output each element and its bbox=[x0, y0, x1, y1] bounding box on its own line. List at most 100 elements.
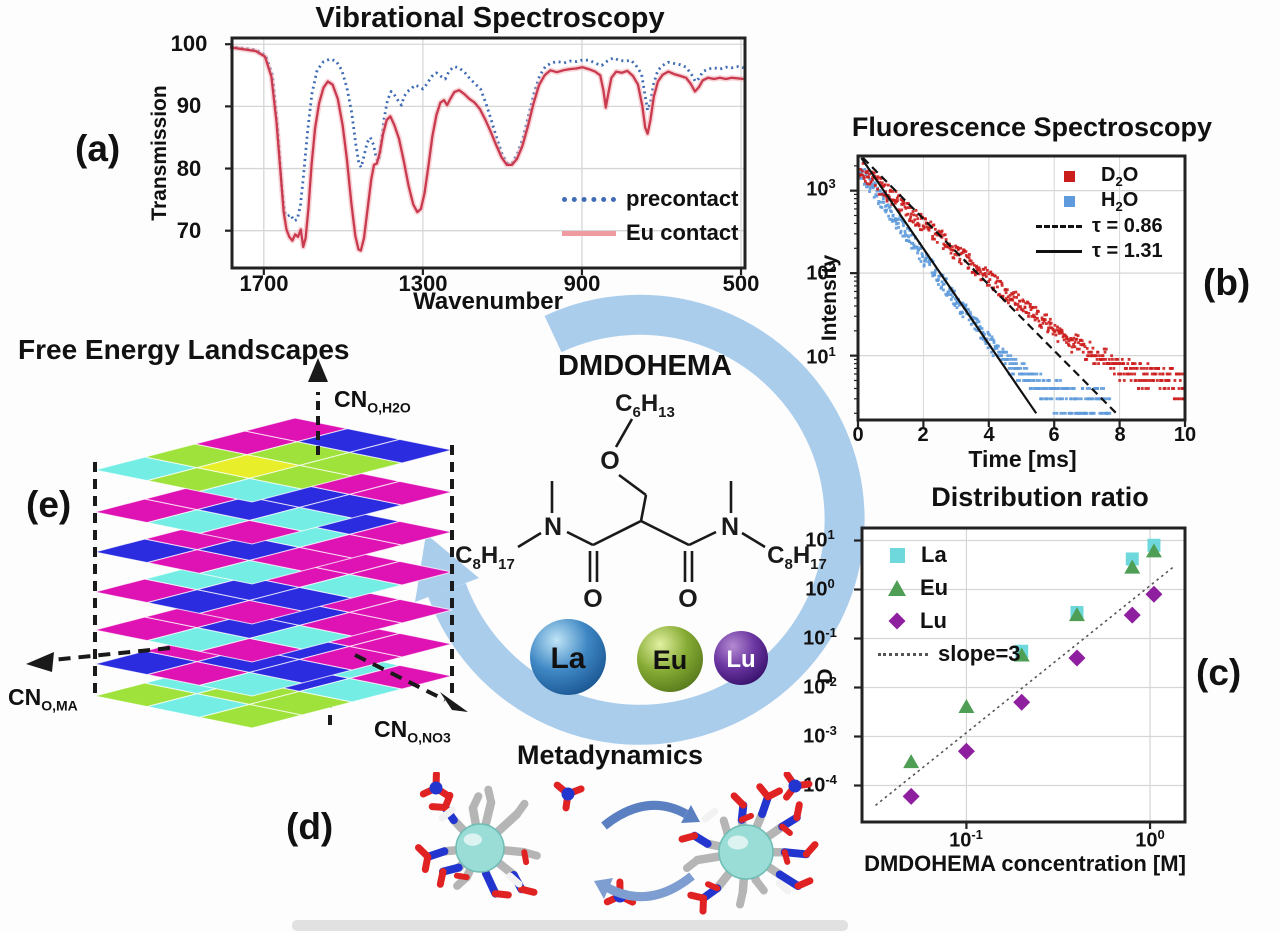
vibrational-spectroscopy-plot bbox=[225, 36, 747, 275]
panel-c-title: Distribution ratio bbox=[931, 482, 1149, 512]
a-xtick: 500 bbox=[722, 271, 760, 296]
panel-c-xlabel: DMDOHEMA concentration [M] bbox=[864, 851, 1186, 876]
b-xtick: 10 bbox=[1173, 424, 1197, 446]
b-legend-tau2: τ = 1.31 bbox=[1036, 238, 1163, 264]
c-legend-slope: slope=3 bbox=[878, 641, 1021, 667]
eu-label: Eu bbox=[920, 575, 949, 600]
chain-c6h13: C6H13 bbox=[615, 390, 675, 421]
c-legend-lu: Lu bbox=[884, 608, 947, 634]
eu-swatch bbox=[888, 580, 906, 596]
panel-a-xlabel: Wavenumber bbox=[413, 288, 563, 315]
landscape-sheet bbox=[94, 417, 453, 503]
axis-cn-ma: CNO,MA bbox=[8, 684, 78, 714]
panel-c-label: (c) bbox=[1196, 652, 1242, 693]
panel-b-title: Fluorescence Spectroscopy bbox=[851, 112, 1213, 142]
c-ytick: 10-4 bbox=[803, 772, 837, 797]
b-legend-d2o: D2O bbox=[1048, 163, 1138, 189]
carbonyl-oxygen-right: O bbox=[678, 585, 697, 613]
eu-sphere bbox=[637, 626, 703, 692]
b-ytick: 102 bbox=[806, 260, 836, 285]
tau1-label: τ = 0.86 bbox=[1092, 214, 1163, 237]
cycle-arrowhead bbox=[415, 534, 479, 602]
fluorescence-spectroscopy-plot bbox=[850, 154, 1187, 427]
dmdohema-title: DMDOHEMA bbox=[558, 350, 732, 382]
lu-label: Lu bbox=[920, 608, 947, 633]
bond-lines bbox=[517, 418, 766, 582]
nitrogen-left: N bbox=[544, 513, 562, 541]
c-ytick: 10-1 bbox=[803, 625, 837, 650]
series-lu bbox=[902, 585, 1163, 805]
a-ytick: 90 bbox=[176, 93, 202, 118]
axis-cn-h2o: CNO,H2O bbox=[334, 386, 411, 416]
slope-label: slope=3 bbox=[938, 641, 1021, 666]
c-legend-eu: Eu bbox=[884, 575, 948, 601]
a-legend-eu-contact: Eu contact bbox=[562, 220, 738, 246]
panel-b-label: (b) bbox=[1203, 262, 1251, 303]
la-ion-label: La bbox=[550, 642, 585, 675]
a-xtick: 900 bbox=[563, 271, 601, 296]
free-energy-landscape bbox=[26, 358, 468, 730]
molecular-cluster bbox=[678, 783, 819, 915]
solid-fit-swatch bbox=[1036, 249, 1082, 253]
exchange-arrows bbox=[594, 800, 700, 902]
axis-cn-no3: CNO,NO3 bbox=[374, 716, 451, 746]
tau2-label: τ = 1.31 bbox=[1092, 239, 1163, 262]
distribution-ratio-plot bbox=[854, 526, 1187, 829]
a-ytick: 100 bbox=[170, 31, 208, 56]
a-ytick: 80 bbox=[176, 156, 202, 181]
panel-e-title: Free Energy Landscapes bbox=[18, 334, 350, 365]
b-xtick: 4 bbox=[983, 424, 995, 446]
dmdohema-structure: C6H13 O O O N N C8H17 C8H17 bbox=[455, 390, 827, 613]
molecular-cluster bbox=[415, 785, 541, 899]
series-precontact bbox=[229, 45, 744, 223]
panel-a-title: Vibrational Spectroscopy bbox=[315, 2, 665, 34]
b-xtick: 6 bbox=[1048, 424, 1060, 446]
ether-oxygen: O bbox=[600, 447, 619, 475]
b-xtick: 0 bbox=[852, 424, 864, 446]
eu-contact-label: Eu contact bbox=[626, 220, 739, 245]
d2o-label: D2O bbox=[1101, 163, 1139, 189]
c-ytick: 100 bbox=[805, 576, 835, 601]
b-ytick: 101 bbox=[806, 344, 836, 369]
precontact-swatch bbox=[562, 196, 616, 202]
series-eu-contact bbox=[229, 44, 744, 254]
chain-c8h17-right: C8H17 bbox=[767, 542, 827, 573]
lanthanide-ions: La Eu Lu bbox=[530, 619, 768, 695]
nitrogen-right: N bbox=[721, 513, 739, 541]
bottom-shadow bbox=[292, 920, 848, 931]
panel-d-title: Metadynamics bbox=[516, 740, 704, 770]
c-ytick: 101 bbox=[805, 527, 835, 552]
chain-c8h17-left: C8H17 bbox=[455, 542, 515, 573]
h2o-swatch bbox=[1064, 195, 1075, 207]
metadynamics-molecules bbox=[415, 772, 819, 915]
a-xtick: 1300 bbox=[398, 271, 448, 296]
panel-a-label: (a) bbox=[75, 128, 121, 169]
slope-swatch bbox=[878, 652, 928, 656]
b-xtick: 2 bbox=[917, 424, 929, 446]
a-legend-precontact: precontact bbox=[562, 186, 738, 212]
c-ytick: 10-2 bbox=[803, 674, 837, 699]
c-legend-la: La bbox=[884, 542, 947, 568]
b-legend-tau1: τ = 0.86 bbox=[1036, 213, 1163, 239]
dashed-fit-swatch bbox=[1036, 224, 1082, 228]
panel-e-label: (e) bbox=[26, 484, 72, 525]
h2o-label: H2O bbox=[1101, 188, 1139, 214]
d2o-swatch bbox=[1064, 170, 1075, 182]
eu-ion-label: Eu bbox=[653, 645, 688, 675]
panel-b-xlabel: Time [ms] bbox=[968, 446, 1077, 472]
panel-d-label: (d) bbox=[286, 806, 334, 847]
c-ytick: 10-3 bbox=[803, 723, 837, 748]
b-ytick: 103 bbox=[806, 176, 836, 201]
lu-ion-label: Lu bbox=[726, 646, 755, 673]
carbonyl-oxygen-left: O bbox=[583, 585, 602, 613]
la-sphere bbox=[530, 619, 606, 695]
cycle-arrow-arc bbox=[428, 294, 865, 745]
la-swatch bbox=[890, 547, 905, 563]
b-xtick: 8 bbox=[1114, 424, 1126, 446]
c-xtick: 100 bbox=[1135, 827, 1165, 852]
a-xtick: 1700 bbox=[239, 271, 289, 296]
precontact-label: precontact bbox=[626, 186, 739, 211]
a-ytick: 70 bbox=[176, 218, 202, 243]
